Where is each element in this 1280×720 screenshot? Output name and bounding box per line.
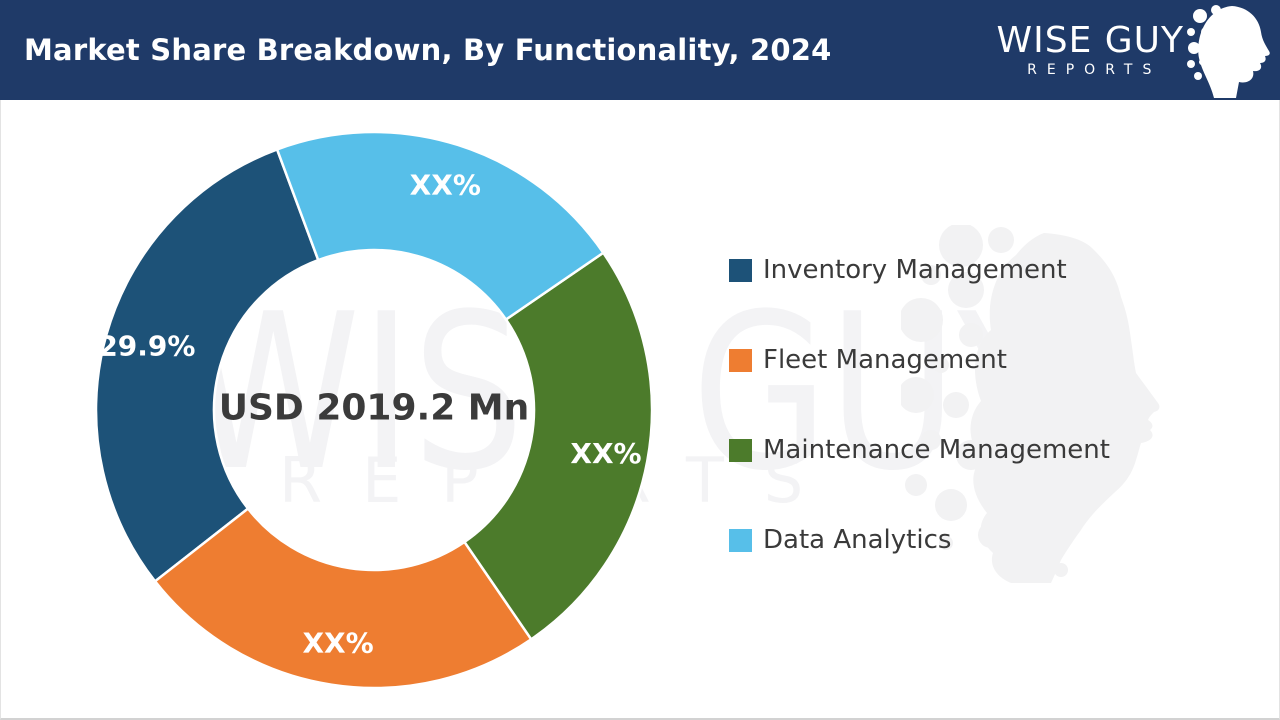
- watermark-face-icon: [901, 225, 1160, 583]
- legend-label: Inventory Management: [763, 255, 1067, 285]
- slice-percent-label: 29.9%: [98, 329, 195, 362]
- legend-swatch: [729, 528, 752, 552]
- donut-slice-inventory-management: [94, 147, 320, 584]
- legend-swatch: [729, 438, 752, 462]
- brand-logo: WISE GUY REPORTS: [997, 0, 1273, 100]
- legend-label: Maintenance Management: [763, 435, 1110, 465]
- brand-subname: REPORTS: [1027, 61, 1162, 78]
- legend-swatch: [729, 258, 752, 282]
- legend-item-fleet-management: Fleet Management: [729, 345, 1110, 375]
- legend-label: Data Analytics: [763, 525, 952, 555]
- donut-chart: 29.9% XX% XX% XX%: [94, 130, 654, 690]
- slice-percent-label: XX%: [570, 437, 641, 470]
- legend-item-maintenance-management: Maintenance Management: [729, 435, 1110, 465]
- brand-text: WISE GUY REPORTS: [997, 22, 1185, 78]
- legend-item-data-analytics: Data Analytics: [729, 525, 1110, 555]
- brand-face-icon: [1187, 5, 1270, 98]
- donut-slice-maintenance-management: [462, 251, 654, 642]
- slice-percent-label: XX%: [302, 627, 373, 660]
- donut-slice-fleet-management: [153, 506, 533, 690]
- legend-swatch: [729, 348, 752, 372]
- legend-label: Fleet Management: [763, 345, 1007, 375]
- chart-center-value: USD 2019.2 Mn: [218, 387, 530, 429]
- slice-percent-label: XX%: [410, 169, 481, 202]
- page-title: Market Share Breakdown, By Functionality…: [24, 33, 832, 67]
- brand-name: WISE GUY: [996, 20, 1184, 62]
- legend-item-inventory-management: Inventory Management: [729, 255, 1110, 285]
- header-bar: Market Share Breakdown, By Functionality…: [0, 0, 1280, 100]
- chart-legend: Inventory Management Fleet Management Main…: [729, 255, 1110, 618]
- chart-area: WISE GUY REPORTS 29.9%XX%XX%XX% USD 2019…: [0, 100, 1280, 720]
- donut-slice-data-analytics: [275, 130, 606, 322]
